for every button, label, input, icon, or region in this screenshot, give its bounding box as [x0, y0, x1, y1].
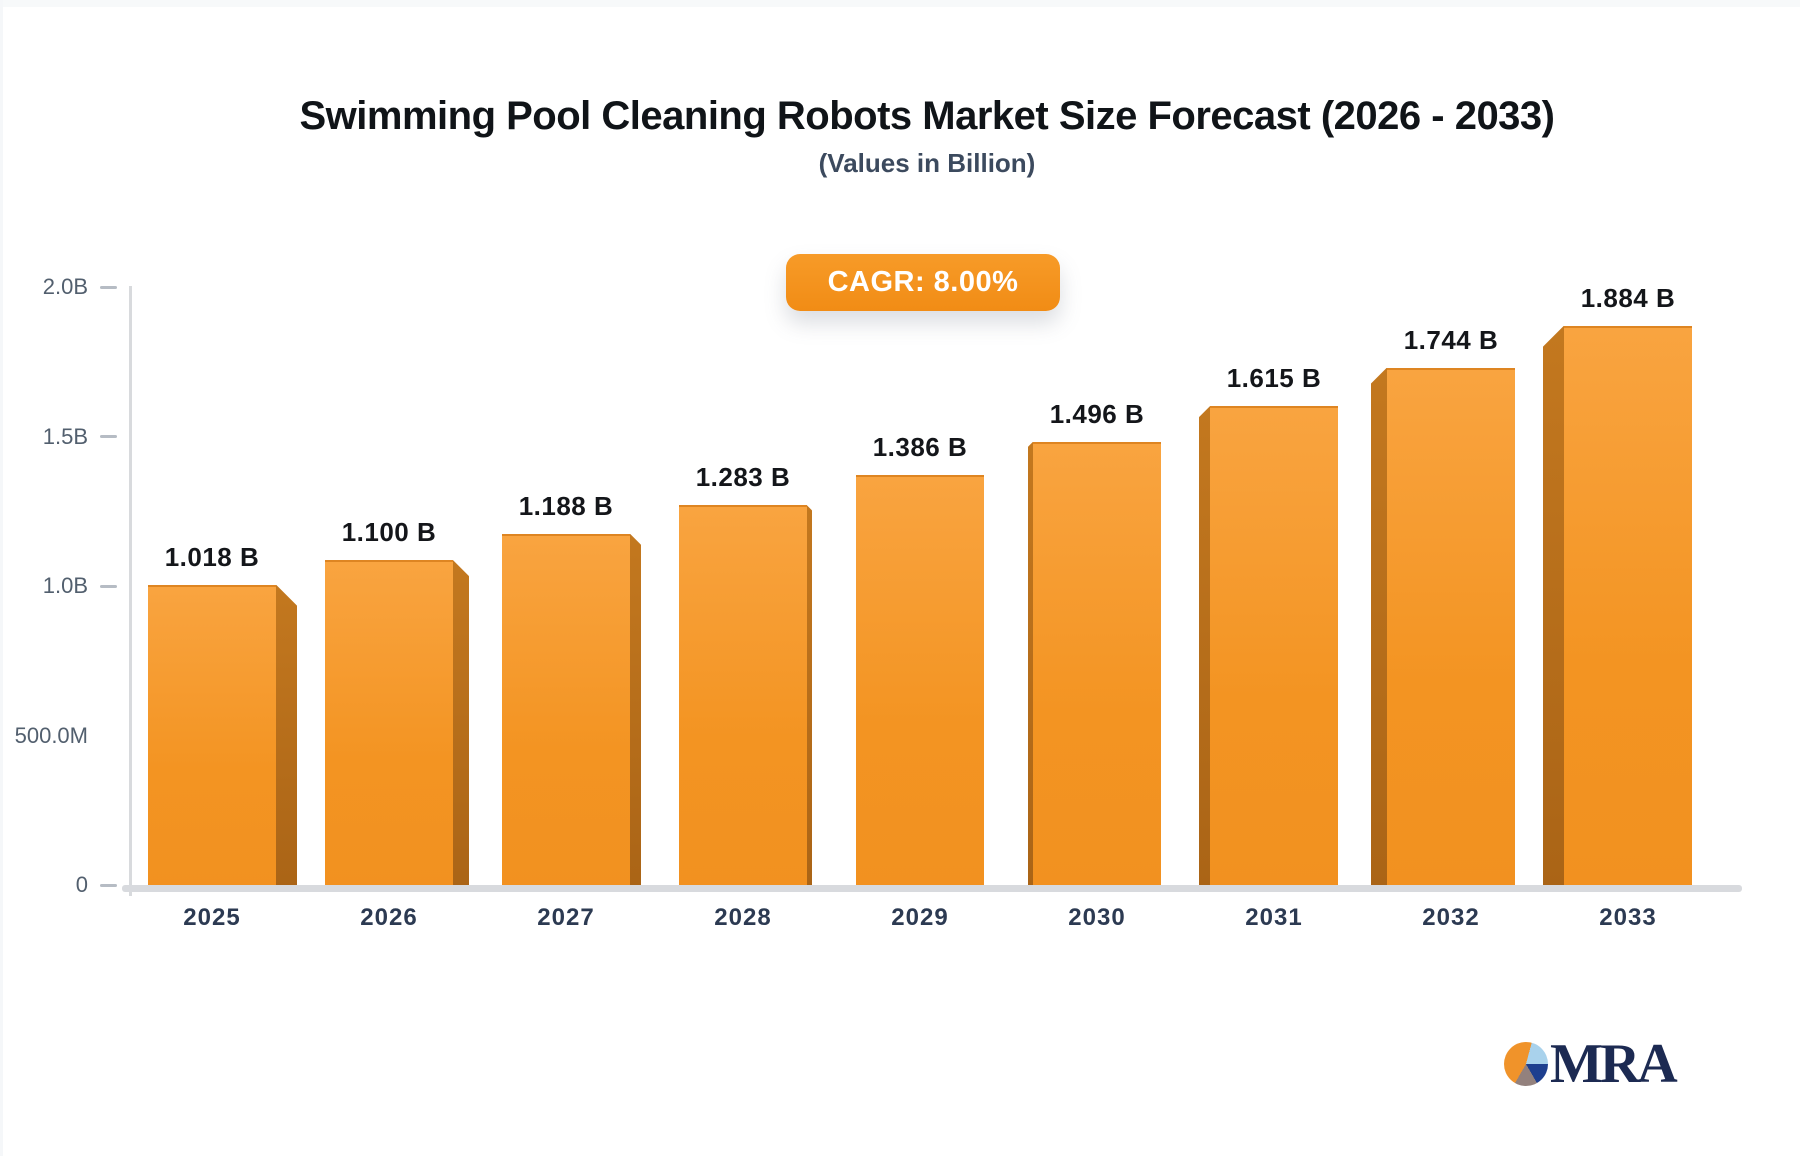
bar-side	[1199, 406, 1210, 892]
bar-side	[1371, 367, 1387, 892]
bar-value-label: 1.615 B	[1226, 363, 1322, 394]
bar	[856, 474, 984, 892]
y-axis-tick	[100, 435, 117, 438]
x-axis-label: 2033	[1599, 904, 1657, 931]
x-axis-baseline	[122, 885, 1742, 892]
y-axis-label: 500.0M	[14, 722, 88, 748]
bar-side	[807, 505, 812, 892]
bar-side	[276, 584, 297, 892]
bar-value-label: 1.018 B	[164, 541, 260, 572]
page-edge-left	[0, 0, 3, 1156]
x-axis-label: 2031	[1245, 904, 1303, 931]
bar	[1564, 325, 1692, 892]
chart-subtitle: (Values in Billion)	[818, 148, 1036, 178]
bar-side	[1543, 325, 1564, 892]
y-axis-label: 1.5B	[42, 423, 88, 449]
chart-title: Swimming Pool Cleaning Robots Market Siz…	[299, 94, 1555, 138]
page-edge-top	[0, 0, 1800, 7]
y-axis-label: 0	[75, 872, 88, 897]
bar	[1033, 441, 1161, 892]
y-axis-tick	[100, 883, 117, 887]
bar	[325, 560, 453, 892]
bar-value-label: 1.884 B	[1580, 282, 1676, 313]
x-axis-label: 2025	[183, 904, 241, 931]
bar-value-label: 1.744 B	[1403, 324, 1499, 355]
bar	[502, 533, 630, 892]
bar-value-label: 1.188 B	[518, 490, 614, 521]
x-axis-label: 2028	[714, 904, 772, 931]
x-axis-label: 2026	[360, 904, 418, 931]
y-axis-label: 1.0B	[42, 573, 88, 598]
y-axis-label: 2.0B	[42, 274, 88, 299]
bar-side	[1028, 441, 1033, 892]
y-axis-tick	[100, 584, 117, 588]
bar	[148, 584, 276, 892]
pie-chart-icon	[1504, 1042, 1548, 1086]
bar	[1210, 406, 1338, 892]
x-axis-label: 2030	[1068, 904, 1126, 931]
x-axis-label: 2027	[537, 904, 595, 931]
cagr-badge: CAGR: 8.00%	[786, 254, 1060, 311]
bar	[1387, 367, 1515, 892]
bar-value-label: 1.386 B	[872, 431, 968, 462]
bar-value-label: 1.496 B	[1049, 398, 1145, 429]
y-axis-tick	[100, 285, 117, 289]
brand-logo: MRA	[1504, 1033, 1678, 1095]
cagr-badge-label: CAGR: 8.00%	[827, 266, 1019, 298]
bar-side	[630, 533, 641, 892]
x-axis-label: 2032	[1422, 904, 1480, 931]
bar-value-label: 1.283 B	[695, 462, 791, 493]
y-axis-line	[129, 286, 132, 896]
logo-text: MRA	[1550, 1033, 1678, 1095]
bar-value-label: 1.100 B	[341, 517, 437, 548]
bar	[679, 505, 807, 892]
bar-side	[453, 560, 469, 892]
x-axis-label: 2029	[891, 904, 949, 931]
